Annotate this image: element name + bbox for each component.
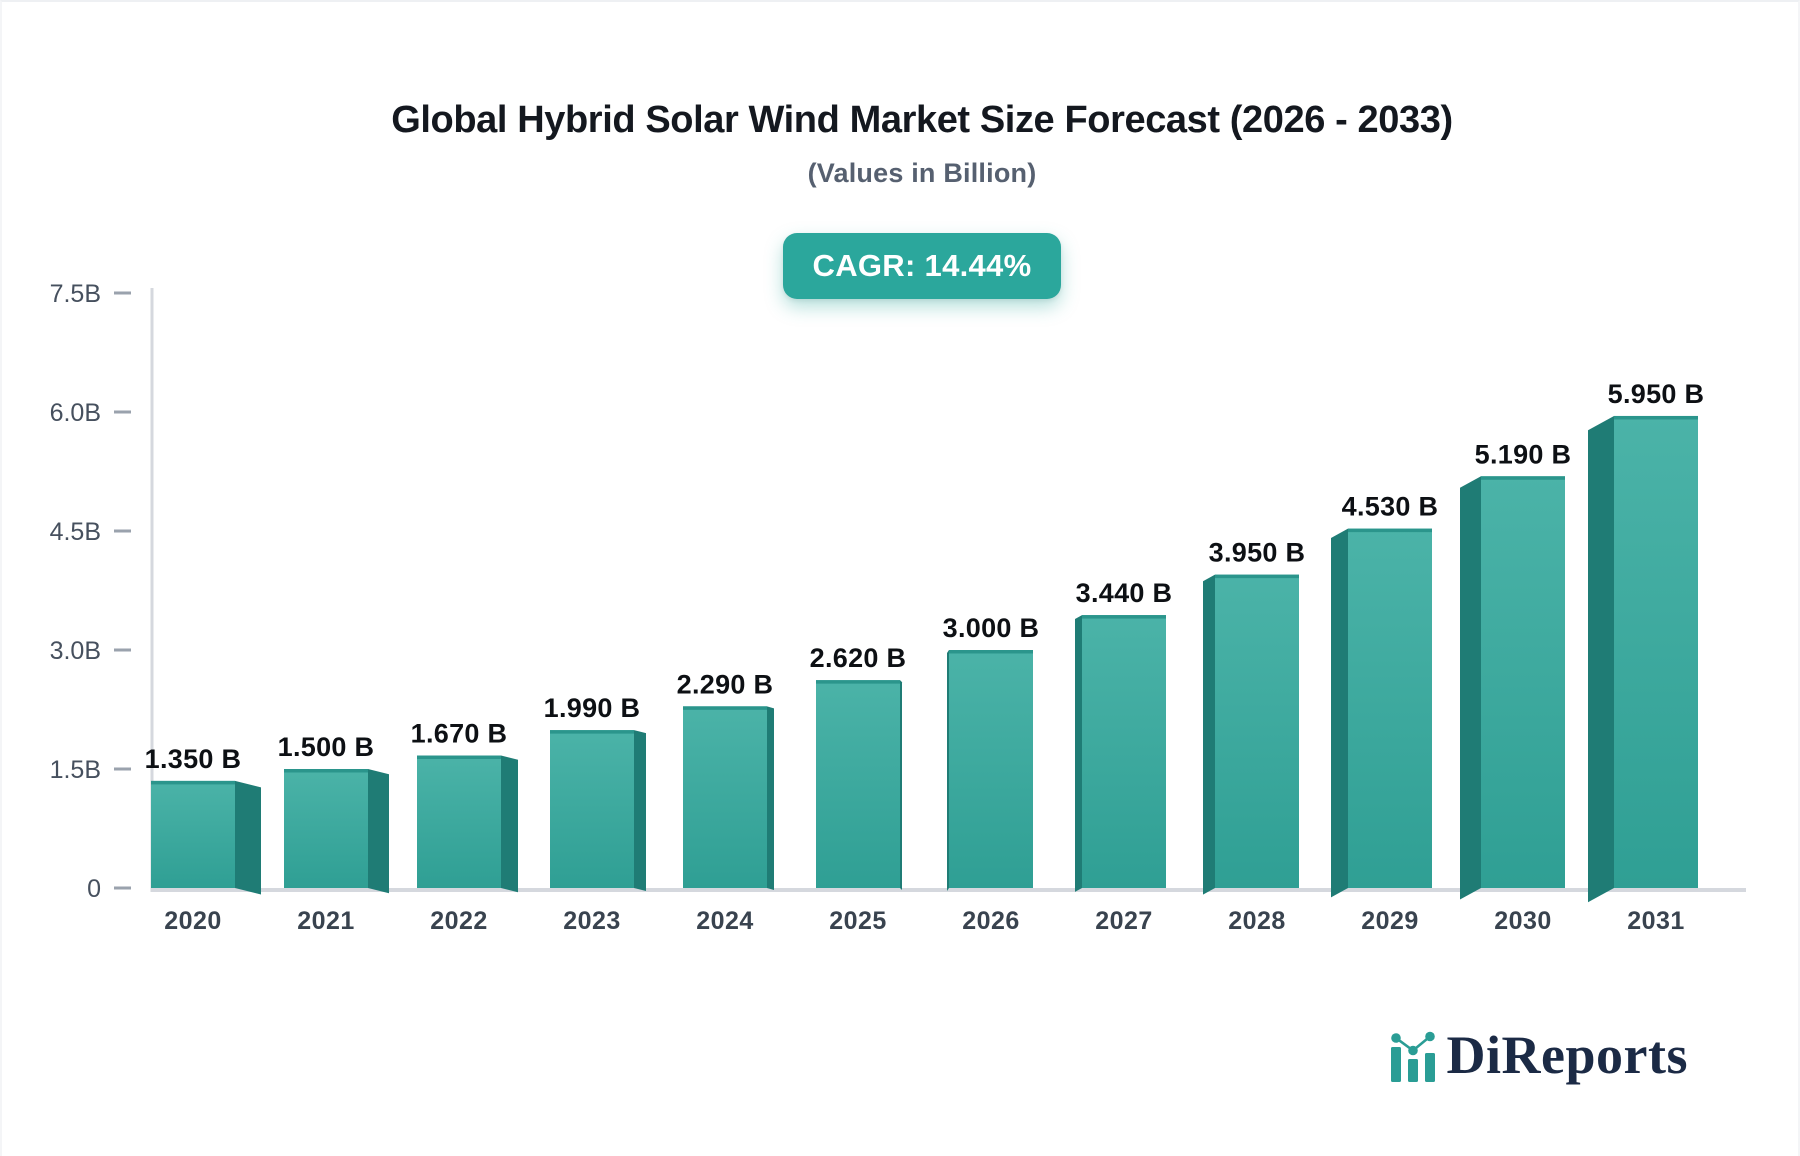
y-tick-label: 7.5B bbox=[50, 280, 101, 308]
y-tick-label: 1.5B bbox=[50, 756, 101, 784]
bar-value-label: 2.620 B bbox=[810, 643, 907, 673]
bar-front-face[interactable] bbox=[284, 769, 368, 888]
direports-logo[interactable]: DiReports bbox=[1389, 1028, 1688, 1082]
x-tick-label: 2026 bbox=[962, 907, 1020, 935]
bar-top-face bbox=[284, 769, 368, 773]
bar-front-face[interactable] bbox=[550, 730, 634, 888]
x-tick-label: 2027 bbox=[1095, 907, 1153, 935]
bar-front-face[interactable] bbox=[1215, 574, 1299, 888]
x-tick-label: 2022 bbox=[430, 907, 488, 935]
x-tick-label: 2024 bbox=[696, 907, 754, 935]
bar-side-face[interactable] bbox=[235, 780, 261, 895]
bar-top-face bbox=[1614, 415, 1698, 420]
bar-value-label: 3.440 B bbox=[1076, 578, 1173, 608]
bar-top-face bbox=[1215, 574, 1299, 579]
bar-side-face[interactable] bbox=[1075, 615, 1082, 892]
bar-top-face bbox=[417, 755, 501, 760]
bar-front-face[interactable] bbox=[1481, 476, 1565, 888]
bar-top-face bbox=[683, 706, 767, 710]
x-tick-label: 2025 bbox=[829, 907, 887, 935]
y-tick-label: 4.5B bbox=[50, 518, 101, 546]
bar-side-face[interactable] bbox=[501, 755, 518, 893]
y-tick-label: 0 bbox=[87, 875, 101, 903]
x-tick-label: 2023 bbox=[563, 907, 621, 935]
x-tick-label: 2031 bbox=[1627, 907, 1685, 935]
x-tick-label: 2020 bbox=[164, 907, 222, 935]
cagr-badge: CAGR: 14.44% bbox=[782, 232, 1062, 299]
bar-value-label: 1.670 B bbox=[411, 719, 508, 749]
x-tick-label: 2030 bbox=[1494, 907, 1552, 935]
y-tick-label: 3.0B bbox=[50, 637, 101, 665]
bar-value-label: 1.500 B bbox=[278, 732, 375, 762]
bar-top-face bbox=[550, 730, 634, 734]
bar-value-label: 4.530 B bbox=[1342, 492, 1439, 522]
chart-subtitle: (Values in Billion) bbox=[807, 157, 1037, 188]
bar-front-face[interactable] bbox=[151, 780, 235, 888]
bar-front-face[interactable] bbox=[949, 650, 1033, 888]
bar-top-face bbox=[1481, 476, 1565, 480]
bar-value-label: 5.190 B bbox=[1475, 439, 1572, 469]
bar-front-face[interactable] bbox=[683, 706, 767, 888]
bar-value-label: 1.990 B bbox=[544, 693, 641, 723]
bar-side-face[interactable] bbox=[1588, 415, 1614, 903]
y-tick-label: 6.0B bbox=[50, 399, 101, 427]
bar-value-label: 3.950 B bbox=[1209, 538, 1306, 568]
bar-top-face bbox=[1348, 528, 1432, 533]
bar-top-face bbox=[949, 650, 1033, 654]
bar-value-label: 5.950 B bbox=[1608, 379, 1705, 409]
bar-front-face[interactable] bbox=[1348, 528, 1432, 888]
bar-top-face bbox=[1082, 615, 1166, 619]
bar-side-face[interactable] bbox=[767, 706, 774, 890]
bar-front-face[interactable] bbox=[1082, 615, 1166, 888]
x-tick-label: 2029 bbox=[1361, 907, 1419, 935]
brand-name: DiReports bbox=[1446, 1025, 1688, 1085]
bar-front-face[interactable] bbox=[1614, 415, 1698, 888]
bar-value-label: 1.350 B bbox=[145, 744, 242, 774]
bar-side-face[interactable] bbox=[1203, 574, 1215, 895]
bar-front-face[interactable] bbox=[816, 680, 900, 888]
x-tick-label: 2021 bbox=[297, 907, 355, 935]
bar-side-face[interactable] bbox=[1331, 528, 1348, 898]
bar-side-face[interactable] bbox=[900, 680, 902, 890]
bar-front-face[interactable] bbox=[417, 755, 501, 888]
bar-value-label: 2.290 B bbox=[677, 669, 774, 699]
bar-chart-line-logo-icon bbox=[1389, 1028, 1437, 1082]
bar-side-face[interactable] bbox=[1460, 476, 1481, 900]
bar-value-label: 3.000 B bbox=[943, 613, 1040, 643]
bar-side-face[interactable] bbox=[368, 769, 389, 894]
bar-side-face[interactable] bbox=[634, 730, 646, 891]
bar-top-face bbox=[151, 780, 235, 785]
chart-header: Global Hybrid Solar Wind Market Size For… bbox=[2, 2, 1798, 299]
bar-top-face bbox=[816, 680, 900, 684]
x-tick-label: 2028 bbox=[1228, 907, 1286, 935]
chart-title: Global Hybrid Solar Wind Market Size For… bbox=[391, 99, 1453, 141]
bar-side-face[interactable] bbox=[947, 650, 949, 891]
